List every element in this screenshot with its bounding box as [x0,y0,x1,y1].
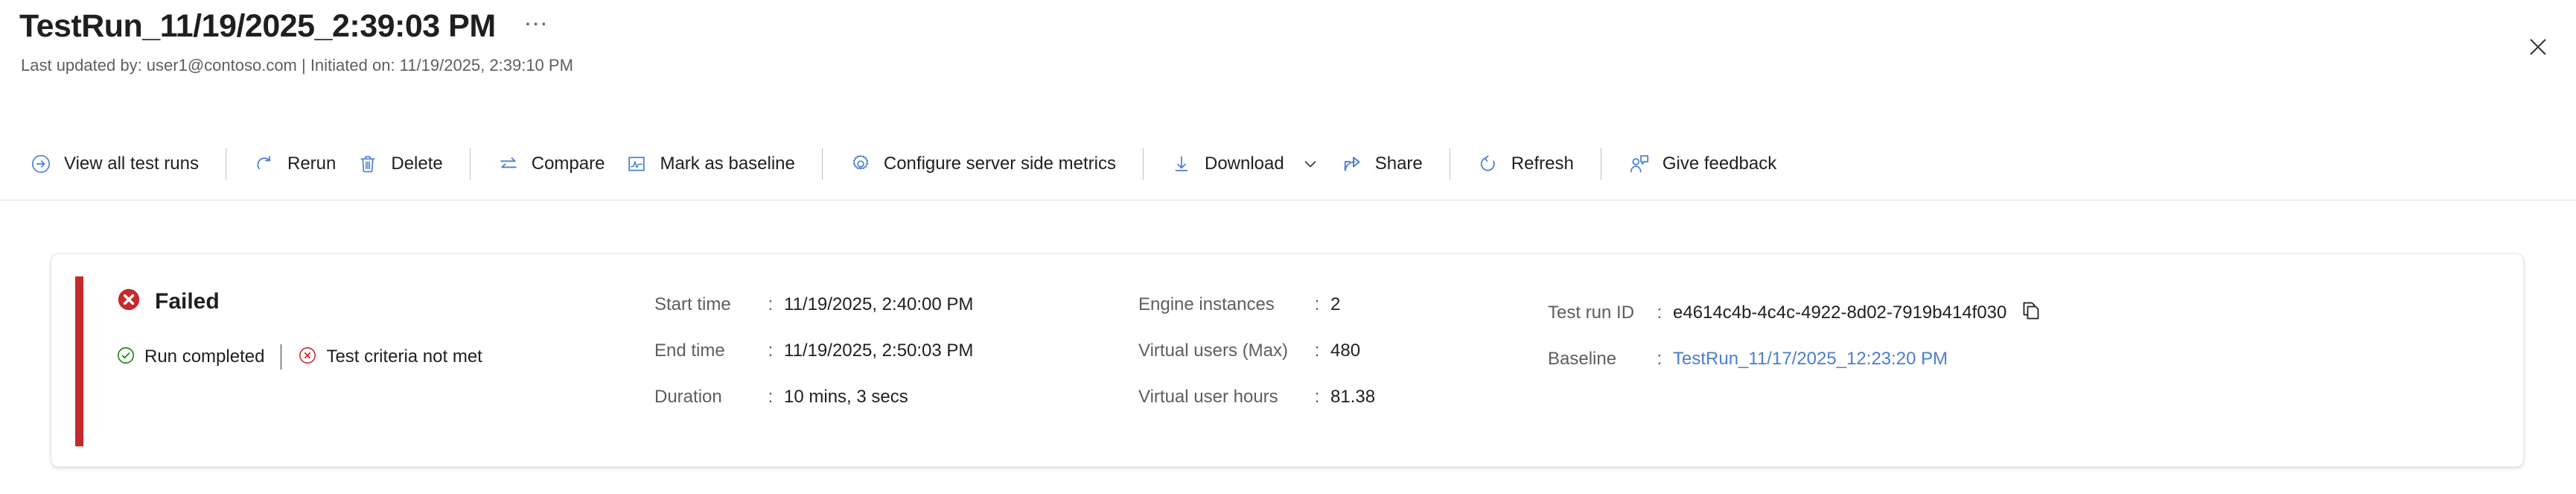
detail-row-end-time: End time : 11/19/2025, 2:50:03 PM [654,341,973,361]
title-row: TestRun_11/19/2025_2:39:03 PM ··· [19,9,555,45]
share-icon [1341,153,1363,175]
page-header: TestRun_11/19/2025_2:39:03 PM ··· Last u… [0,0,2576,119]
status-text: Failed [155,288,220,314]
toolbar-label: Compare [531,153,605,174]
toolbar-item-view-all-test-runs[interactable]: View all test runs [19,148,209,180]
status-sub-items: Run completed Test criteria not met [116,344,482,370]
toolbar-label: Download [1204,153,1284,174]
baseline-link[interactable]: TestRun_11/17/2025_12:23:20 PM [1673,349,1948,369]
chart-baseline-icon [625,153,648,175]
status-sub-label: Run completed [144,346,265,367]
detail-value: e4614c4b-4c4c-4922-8d02-7919b414f030 [1673,303,2007,323]
detail-key: Virtual users (Max) [1138,341,1288,361]
close-button[interactable] [2521,30,2555,64]
toolbar-label: Rerun [287,153,337,174]
feedback-person-icon [1628,153,1651,175]
error-circle-icon [298,346,317,369]
detail-value: 2 [1330,294,1341,314]
detail-row-virtual-user-hours: Virtual user hours : 81.38 [1138,387,1375,408]
toolbar-item-delete[interactable]: Delete [346,148,453,180]
gear-icon [849,153,872,175]
toolbar-item-give-feedback[interactable]: Give feedback [1618,148,1787,180]
trash-icon [357,153,379,175]
detail-value: 11/19/2025, 2:40:00 PM [784,294,974,314]
detail-key: Virtual user hours [1138,387,1278,407]
toolbar-label: Refresh [1511,153,1574,174]
compare-arrows-icon [497,153,520,175]
detail-colon: : [1314,387,1320,407]
arrow-right-circle-icon [30,153,52,175]
page-title: TestRun_11/19/2025_2:39:03 PM [19,8,496,45]
detail-colon: : [1314,341,1320,361]
command-toolbar: View all test runs Rerun Delete [0,128,2576,200]
copy-button[interactable] [2018,298,2044,323]
detail-key: Start time [654,294,731,314]
error-filled-icon [116,287,141,316]
detail-value: 81.38 [1330,387,1376,407]
detail-column-load: Engine instances : 2 Virtual users (Max)… [1138,294,1375,408]
detail-key: Baseline [1548,349,1617,369]
more-options-button[interactable]: ··· [523,9,548,36]
detail-value: 11/19/2025, 2:50:03 PM [784,341,974,361]
status-block: Failed Run completed [75,276,482,446]
check-circle-icon [116,346,136,369]
toolbar-item-compare[interactable]: Compare [487,148,616,180]
detail-value: 480 [1330,341,1361,361]
detail-row-test-run-id: Test run ID : e4614c4b-4c4c-4922-8d02-79… [1548,294,2044,323]
copy-icon [2024,302,2039,320]
rerun-icon [253,153,275,175]
detail-row-duration: Duration : 10 mins, 3 secs [654,387,973,408]
chevron-down-icon[interactable] [1301,154,1320,174]
test-run-summary-card: Failed Run completed [51,253,2524,467]
page-subtitle: Last updated by: user1@contoso.com | Ini… [21,56,573,75]
detail-row-virtual-users-max: Virtual users (Max) : 480 [1138,341,1375,361]
toolbar-separator [1142,148,1144,180]
detail-colon: : [1657,349,1662,369]
toolbar-item-share[interactable]: Share [1330,148,1433,180]
toolbar-label: Share [1374,153,1423,174]
detail-colon: : [1657,303,1662,323]
detail-row-engine-instances: Engine instances : 2 [1138,294,1375,315]
detail-value: 10 mins, 3 secs [784,387,908,407]
close-icon [2530,39,2546,55]
status-main: Failed [116,287,482,316]
toolbar-item-configure-server-side-metrics[interactable]: Configure server side metrics [839,148,1126,180]
toolbar-label: View all test runs [64,153,199,174]
detail-row-start-time: Start time : 11/19/2025, 2:40:00 PM [654,294,973,315]
detail-column-identity: Test run ID : e4614c4b-4c4c-4922-8d02-79… [1548,294,2044,370]
toolbar-label: Give feedback [1662,153,1777,174]
status-sub-label: Test criteria not met [326,346,482,367]
detail-key: Test run ID [1548,303,1635,323]
detail-colon: : [768,294,774,314]
detail-key: Duration [654,387,722,407]
detail-row-baseline: Baseline : TestRun_11/17/2025_12:23:20 P… [1548,349,2044,370]
detail-colon: : [1314,294,1320,314]
toolbar-separator [469,148,471,180]
toolbar-separator [821,148,823,180]
toolbar-label: Delete [391,153,443,174]
detail-key: Engine instances [1138,294,1275,314]
detail-key: End time [654,341,725,361]
refresh-icon [1477,153,1499,175]
toolbar-item-download[interactable]: Download [1160,148,1330,180]
detail-column-timing: Start time : 11/19/2025, 2:40:00 PM End … [654,294,973,408]
detail-colon: : [768,387,774,407]
detail-colon: : [768,341,774,361]
toolbar-item-mark-as-baseline[interactable]: Mark as baseline [615,148,805,180]
download-icon [1170,153,1193,175]
toolbar-label: Configure server side metrics [883,153,1116,174]
toolbar-item-rerun[interactable]: Rerun [243,148,346,180]
status-sub-item-run-completed: Run completed [116,346,264,369]
status-sub-item-test-criteria-not-met: Test criteria not met [298,346,482,369]
toolbar-label: Mark as baseline [660,153,795,174]
toolbar-item-refresh[interactable]: Refresh [1467,148,1584,180]
